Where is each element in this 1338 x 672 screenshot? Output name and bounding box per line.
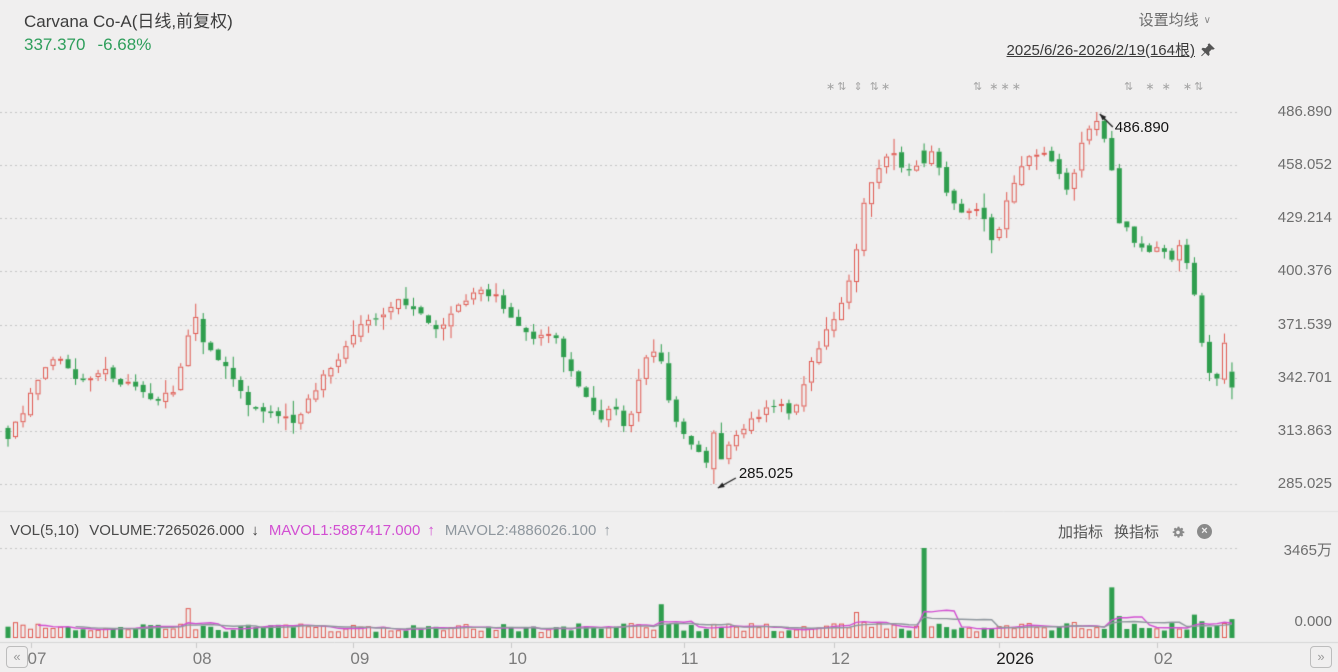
date-range-text: 2025/6/26-2026/2/19(164根) [1006,42,1195,59]
last-price: 337.370 [24,35,86,54]
x-axis-label: 08 [192,649,212,668]
gear-icon[interactable] [1170,524,1186,540]
x-axis-label: 09 [350,649,370,668]
y-axis-label: 400.376 [1277,262,1332,280]
x-axis-label: 12 [830,649,850,668]
change-percent: -6.68% [97,35,152,54]
vol-params-label[interactable]: VOL(5,10) [10,522,80,539]
volume-down-arrow-icon: ↓ [251,522,259,539]
y-axis-label: 371.539 [1277,315,1332,333]
x-axis-label: 11 [680,649,699,668]
x-axis-label: 07 [27,649,47,668]
event-marker-icon: ∗⇅ ⇕ ⇅∗ [826,81,893,93]
ma-settings-button[interactable]: 设置均线 ∨ [1139,9,1211,30]
pin-icon[interactable] [1200,42,1216,58]
chevron-down-icon: ∨ [1203,15,1211,26]
x-axis-label: 10 [508,649,528,668]
volume-axis-label-top: 3465万 [1283,542,1332,559]
event-marker-icon: ⇅ ∗∗∗ [973,81,1023,93]
y-axis-label: 285.025 [1277,474,1332,492]
volume-axis-label-bottom: 0.000 [1294,613,1332,630]
scroll-left-button[interactable]: « [6,646,28,668]
mavol2-up-arrow-icon: ↑ [603,522,611,539]
indicator-actions: 加指标 换指标 × [1058,521,1212,542]
ma-settings-label: 设置均线 [1138,12,1199,29]
event-marker-icon: ⇅ ∗ ∗ ∗⇅ [1124,81,1206,93]
mavol1-value-label: MAVOL1:5887417.000 [268,522,421,539]
mavol2-value-label: MAVOL2:4886026.100 [444,522,597,539]
y-axis-label: 458.052 [1277,156,1332,174]
date-range-link[interactable]: 2025/6/26-2026/2/19(164根) [1007,39,1216,60]
high-annotation: 486.890 [1114,119,1170,136]
price-quote: 337.370 -6.68% [24,35,163,55]
y-axis-label: 313.863 [1277,421,1332,439]
close-indicator-icon[interactable]: × [1197,524,1212,539]
y-axis-label: 342.701 [1277,368,1332,386]
y-axis-label: 429.214 [1277,209,1332,227]
y-axis-label: 486.890 [1277,103,1332,120]
volume-value-label: VOLUME:7265026.000 [89,522,245,539]
low-annotation: 285.025 [738,465,794,482]
switch-indicator-button[interactable]: 换指标 [1113,524,1159,541]
scroll-right-button[interactable]: » [1310,646,1332,668]
mavol1-up-arrow-icon: ↑ [427,522,435,539]
instrument-title: Carvana Co-A(日线,前复权) [24,12,233,31]
volume-indicator-header: VOL(5,10) VOLUME:7265026.000 ↓ MAVOL1:58… [10,522,611,539]
x-axis-label: 02 [1153,649,1173,668]
x-axis-label: 2026 [996,649,1035,668]
add-indicator-button[interactable]: 加指标 [1057,524,1103,541]
